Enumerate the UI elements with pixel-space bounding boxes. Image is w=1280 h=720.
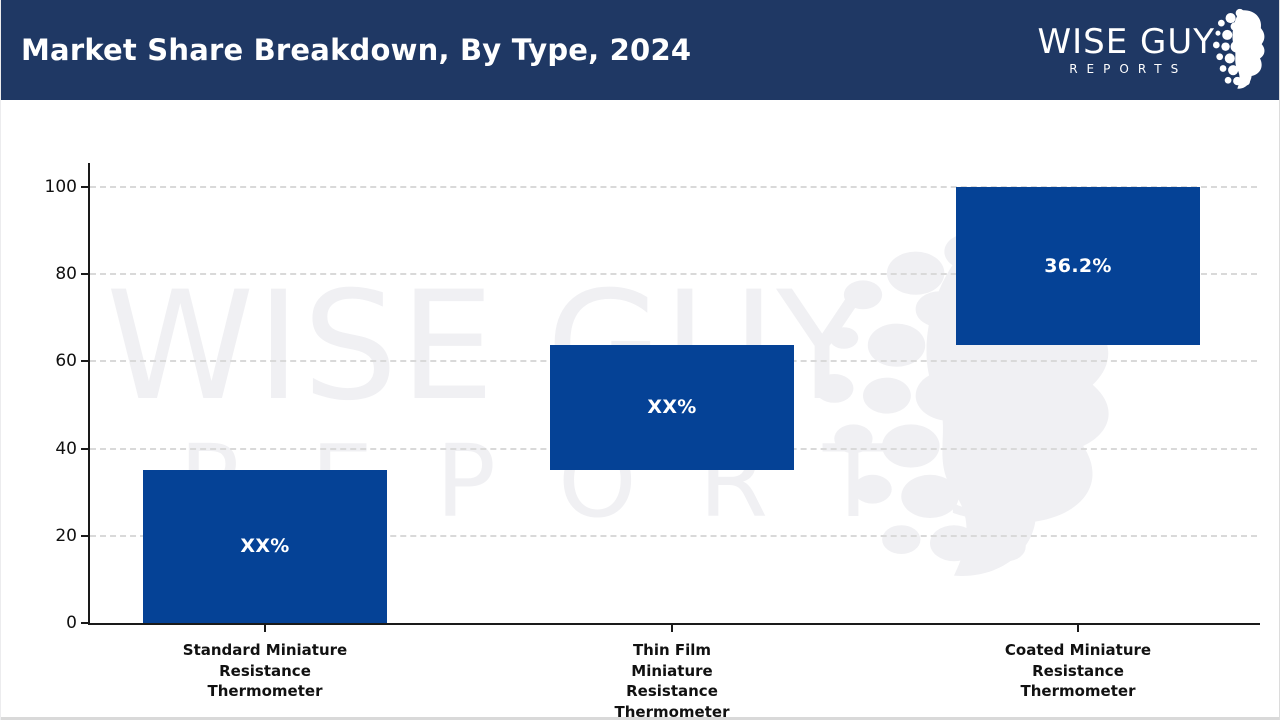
y-tick-label: 60 xyxy=(55,351,77,371)
y-tickmark xyxy=(81,535,88,537)
bar-thin-film-miniature-resistance-thermometer: XX% xyxy=(550,344,794,470)
logo-wordmark: WISE GUY xyxy=(1037,21,1215,62)
x-tickmark xyxy=(1077,625,1079,632)
wise-guy-logo: WISE GUY REPORTS xyxy=(1037,8,1269,92)
bar-value-label: XX% xyxy=(240,535,290,558)
x-tickmark xyxy=(671,625,673,632)
y-tick-label: 0 xyxy=(66,613,77,633)
logo-subtitle: REPORTS xyxy=(1069,61,1188,76)
y-axis-line xyxy=(88,163,90,625)
chart-title: Market Share Breakdown, By Type, 2024 xyxy=(21,33,692,67)
gridline-100 xyxy=(90,186,1257,188)
header: Market Share Breakdown, By Type, 2024 WI… xyxy=(1,0,1279,100)
y-tick-label: 100 xyxy=(44,177,77,197)
y-tick-label: 40 xyxy=(55,439,77,459)
bar-standard-miniature-resistance-thermometer: XX% xyxy=(143,469,387,623)
y-tickmark xyxy=(81,360,88,362)
x-axis-line xyxy=(88,623,1260,625)
x-tickmark xyxy=(264,625,266,632)
y-tickmark xyxy=(81,448,88,450)
bar-value-label: 36.2% xyxy=(1044,254,1112,277)
x-category-label: Thin Film Miniature Resistance Thermomet… xyxy=(614,641,730,720)
y-tickmark xyxy=(81,622,88,624)
wise-guy-face-icon xyxy=(1212,8,1265,89)
bottom-border xyxy=(1,717,1279,720)
y-tick-label: 80 xyxy=(55,264,77,284)
bar-value-label: XX% xyxy=(647,396,697,419)
y-tickmark xyxy=(81,186,88,188)
logo-text: WISE GUY REPORTS xyxy=(1037,25,1215,76)
gridline-20 xyxy=(90,535,1257,537)
y-tick-label: 20 xyxy=(55,526,77,546)
x-category-label: Standard Miniature Resistance Thermomete… xyxy=(182,641,348,700)
bar-coated-miniature-resistance-thermometer: 36.2% xyxy=(956,187,1200,345)
x-category-label: Coated Miniature Resistance Thermometer xyxy=(1004,641,1152,700)
y-tickmark xyxy=(81,273,88,275)
gridline-80 xyxy=(90,273,1257,275)
